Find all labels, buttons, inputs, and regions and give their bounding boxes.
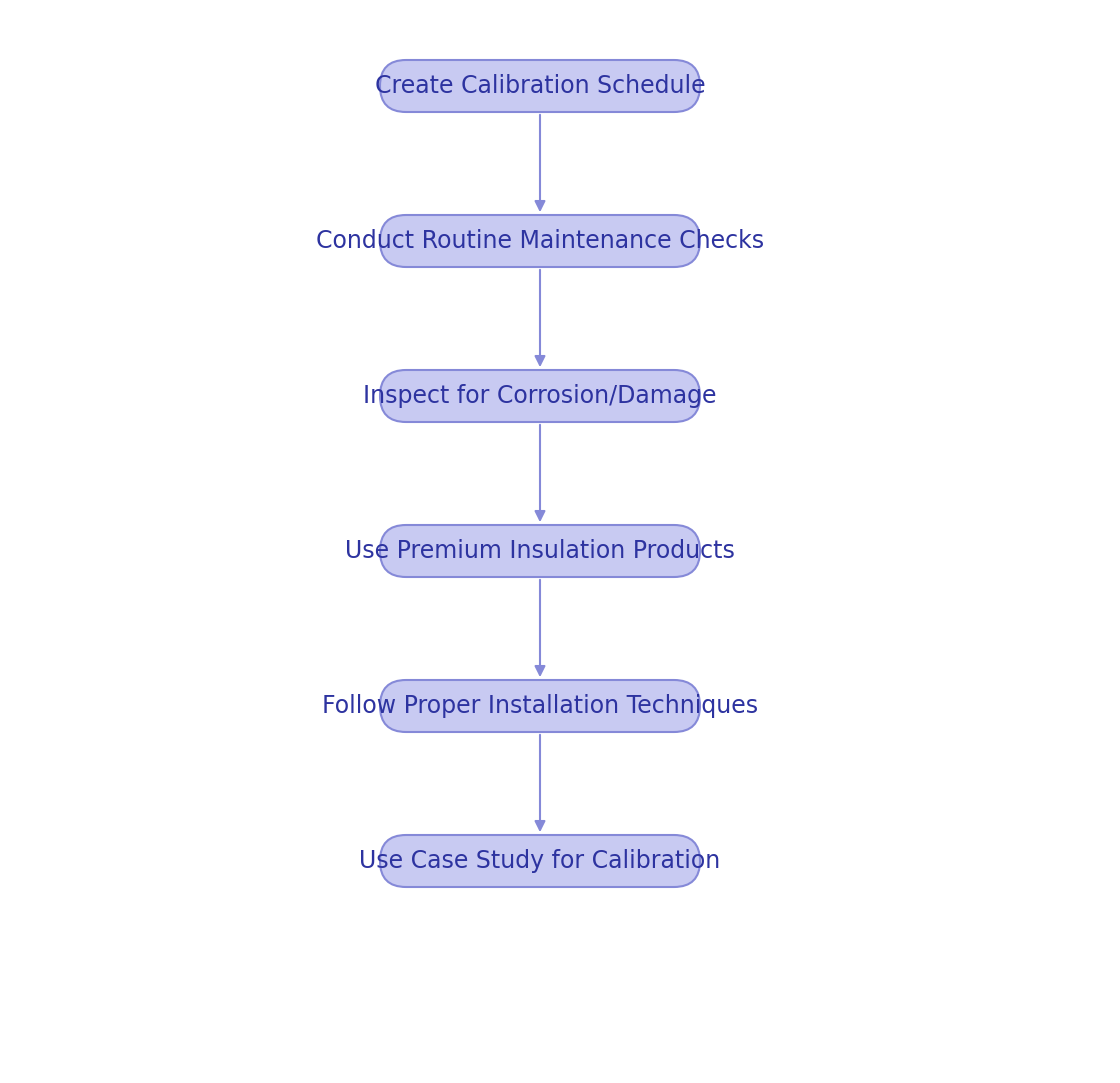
FancyBboxPatch shape [380,835,700,887]
Text: Inspect for Corrosion/Damage: Inspect for Corrosion/Damage [363,384,717,408]
FancyBboxPatch shape [380,60,700,112]
FancyBboxPatch shape [380,680,700,732]
Text: Follow Proper Installation Techniques: Follow Proper Installation Techniques [321,694,758,718]
FancyBboxPatch shape [380,525,700,577]
Text: Use Premium Insulation Products: Use Premium Insulation Products [345,539,735,563]
FancyBboxPatch shape [380,216,700,268]
FancyBboxPatch shape [380,370,700,422]
Text: Create Calibration Schedule: Create Calibration Schedule [375,74,706,97]
Text: Use Case Study for Calibration: Use Case Study for Calibration [360,849,720,873]
Text: Conduct Routine Maintenance Checks: Conduct Routine Maintenance Checks [316,229,764,253]
